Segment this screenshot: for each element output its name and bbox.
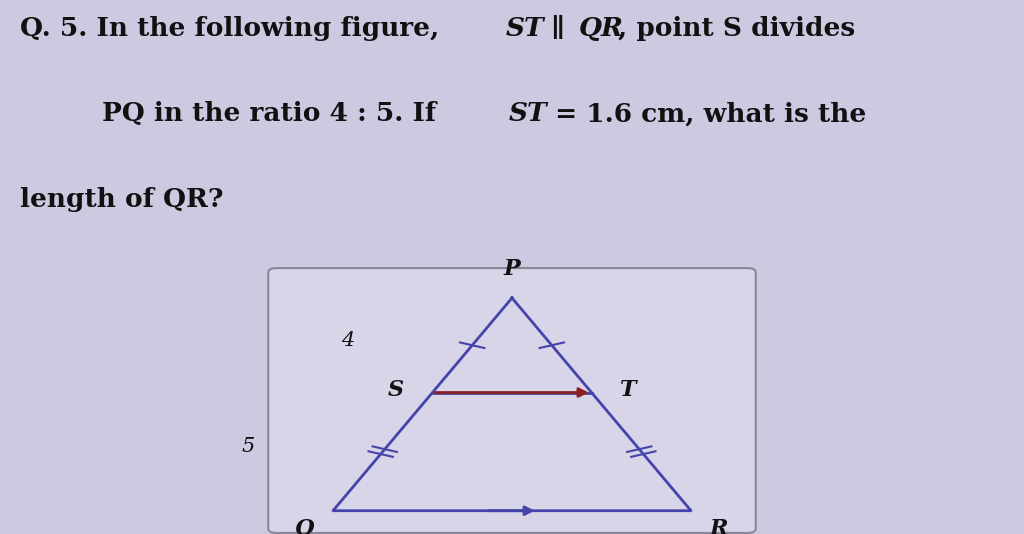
Text: ST: ST	[506, 16, 545, 41]
Text: Q: Q	[295, 519, 314, 534]
Text: P: P	[504, 258, 520, 280]
Text: T: T	[620, 379, 636, 401]
Text: length of QR?: length of QR?	[20, 187, 224, 212]
Text: , point S divides: , point S divides	[618, 16, 856, 41]
Text: R: R	[710, 519, 728, 534]
Text: QR: QR	[579, 16, 624, 41]
Text: S: S	[388, 379, 404, 401]
Text: Q. 5. In the following figure,: Q. 5. In the following figure,	[20, 16, 449, 41]
FancyBboxPatch shape	[268, 268, 756, 533]
Text: PQ in the ratio 4 : 5. If: PQ in the ratio 4 : 5. If	[102, 101, 445, 127]
Text: ST: ST	[509, 101, 548, 127]
Text: ∥: ∥	[542, 16, 573, 41]
Text: 5: 5	[242, 437, 255, 456]
Text: 4: 4	[341, 331, 354, 350]
Text: = 1.6 cm, what is the: = 1.6 cm, what is the	[546, 101, 866, 127]
